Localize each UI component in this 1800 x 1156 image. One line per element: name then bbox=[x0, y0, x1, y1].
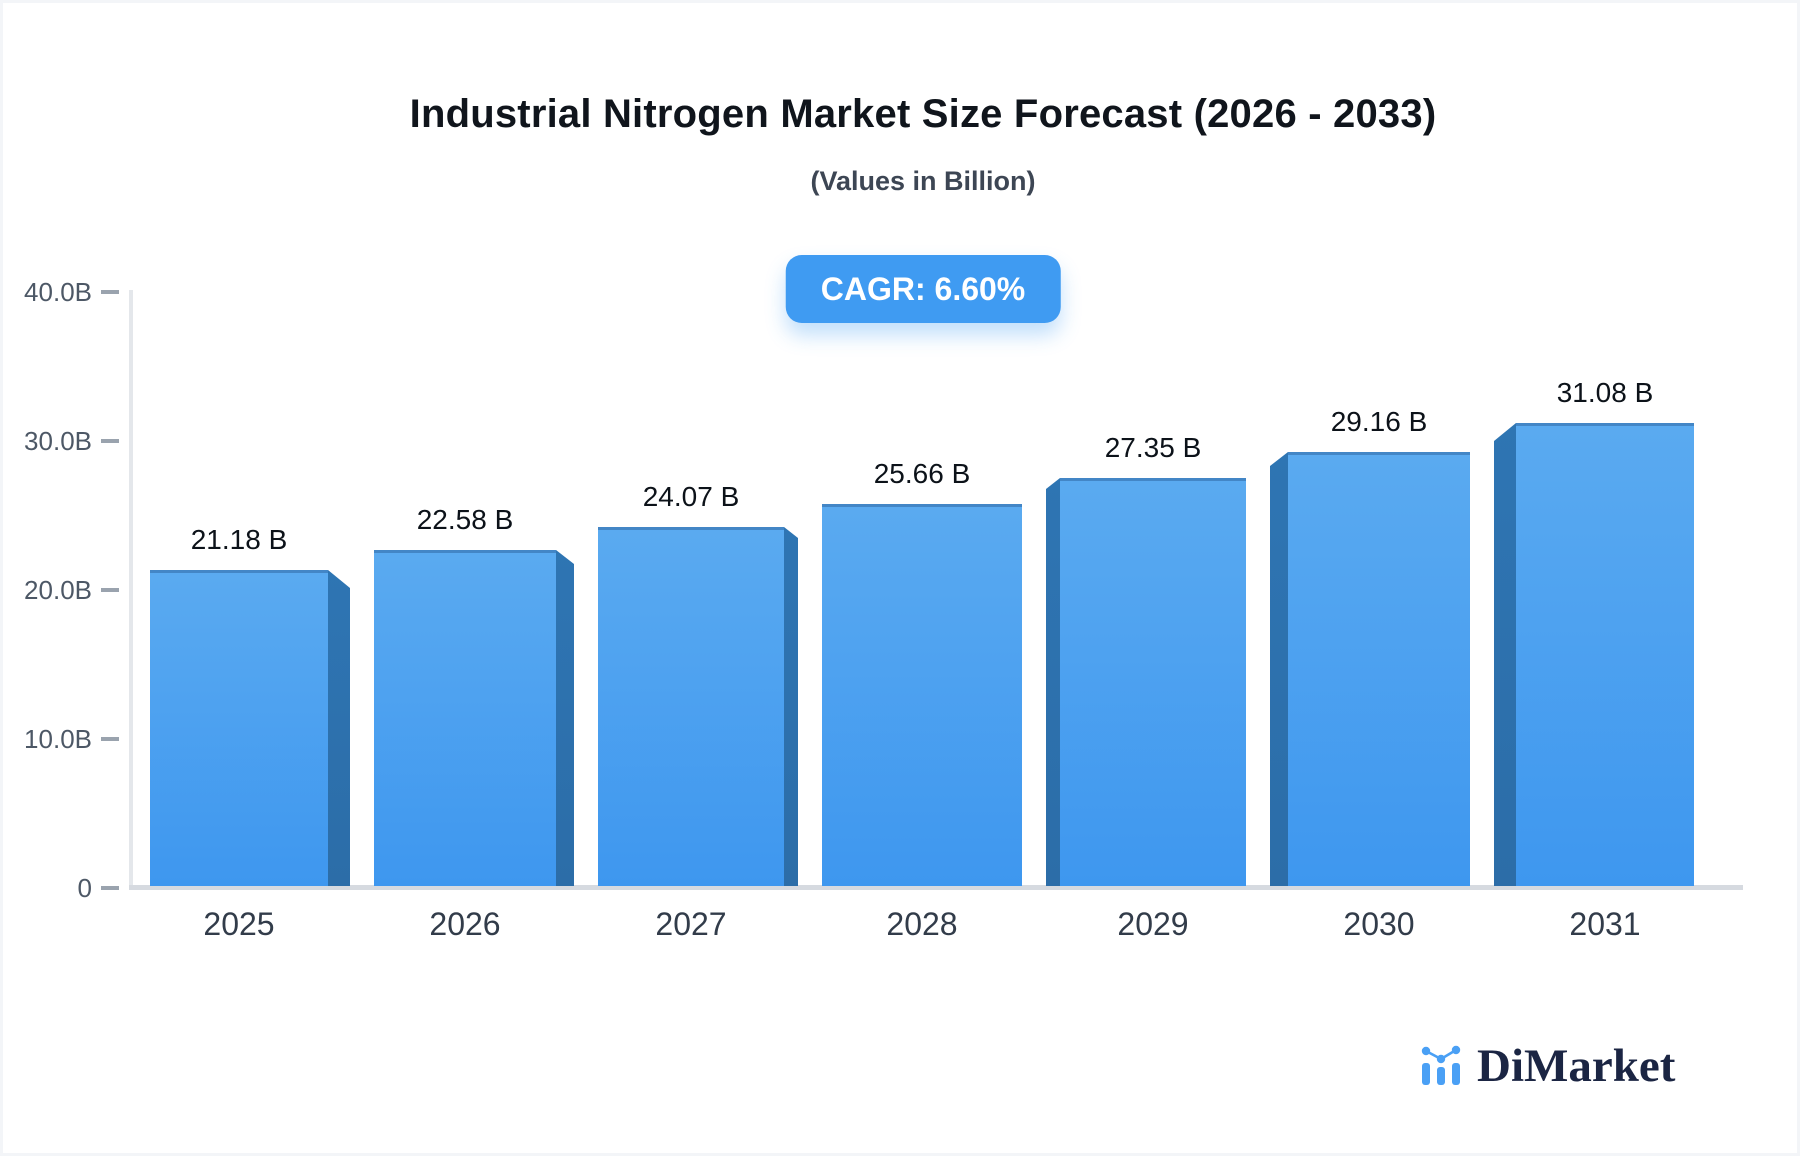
y-tick-dash bbox=[101, 439, 119, 443]
bar-side-2025 bbox=[328, 570, 350, 886]
y-tick-label: 0 bbox=[77, 873, 92, 903]
bar-2027 bbox=[598, 527, 784, 886]
bar-value-label: 31.08 B bbox=[1556, 377, 1654, 408]
x-axis-label: 2031 bbox=[1569, 906, 1641, 942]
bar-side-2027 bbox=[784, 527, 798, 886]
y-axis-line bbox=[129, 290, 133, 888]
bar-2025 bbox=[150, 570, 328, 886]
y-tick-dash bbox=[101, 290, 119, 294]
x-axis-label: 2026 bbox=[429, 906, 501, 942]
x-axis-label: 2029 bbox=[1117, 906, 1189, 942]
x-axis-line bbox=[129, 885, 1743, 890]
bar-value-label: 29.16 B bbox=[1330, 406, 1428, 437]
cagr-badge: CAGR: 6.60% bbox=[785, 255, 1061, 323]
bar-side-2029 bbox=[1046, 478, 1060, 886]
x-axis-label: 2030 bbox=[1343, 906, 1415, 942]
chart-title: Industrial Nitrogen Market Size Forecast… bbox=[409, 92, 1437, 136]
brand-name: DiMarket bbox=[1477, 1040, 1676, 1092]
y-tick-label: 20.0B bbox=[24, 575, 92, 605]
bar-2031 bbox=[1516, 423, 1694, 886]
bar-value-label: 22.58 B bbox=[416, 504, 514, 535]
x-axis-label: 2028 bbox=[886, 906, 958, 942]
bar-side-2026 bbox=[556, 550, 574, 886]
y-tick-dash bbox=[101, 588, 119, 592]
y-tick-label: 30.0B bbox=[24, 426, 92, 456]
bar-value-label: 27.35 B bbox=[1104, 432, 1202, 463]
x-axis-label: 2025 bbox=[203, 906, 275, 942]
cagr-badge-label: CAGR: 6.60% bbox=[820, 271, 1026, 307]
bar-line-chart-icon bbox=[1421, 1045, 1461, 1085]
y-tick-dash bbox=[101, 737, 119, 741]
bar-2028 bbox=[822, 504, 1022, 886]
bar-value-label: 24.07 B bbox=[642, 481, 740, 512]
bar-side-2031 bbox=[1494, 423, 1516, 886]
bar-2026 bbox=[374, 550, 556, 886]
bar-value-label: 21.18 B bbox=[190, 524, 288, 555]
bar-value-label: 25.66 B bbox=[873, 458, 971, 489]
bar-2029 bbox=[1060, 478, 1246, 886]
y-tick-dash bbox=[101, 886, 119, 890]
y-tick-label: 40.0B bbox=[24, 277, 92, 307]
chart-subtitle: (Values in Billion) bbox=[810, 166, 1036, 196]
y-tick-label: 10.0B bbox=[24, 724, 92, 754]
bar-side-2030 bbox=[1270, 452, 1288, 886]
x-axis-label: 2027 bbox=[655, 906, 727, 942]
bar-2030 bbox=[1288, 452, 1470, 886]
brand-logo: DiMarket bbox=[1420, 1042, 1675, 1090]
